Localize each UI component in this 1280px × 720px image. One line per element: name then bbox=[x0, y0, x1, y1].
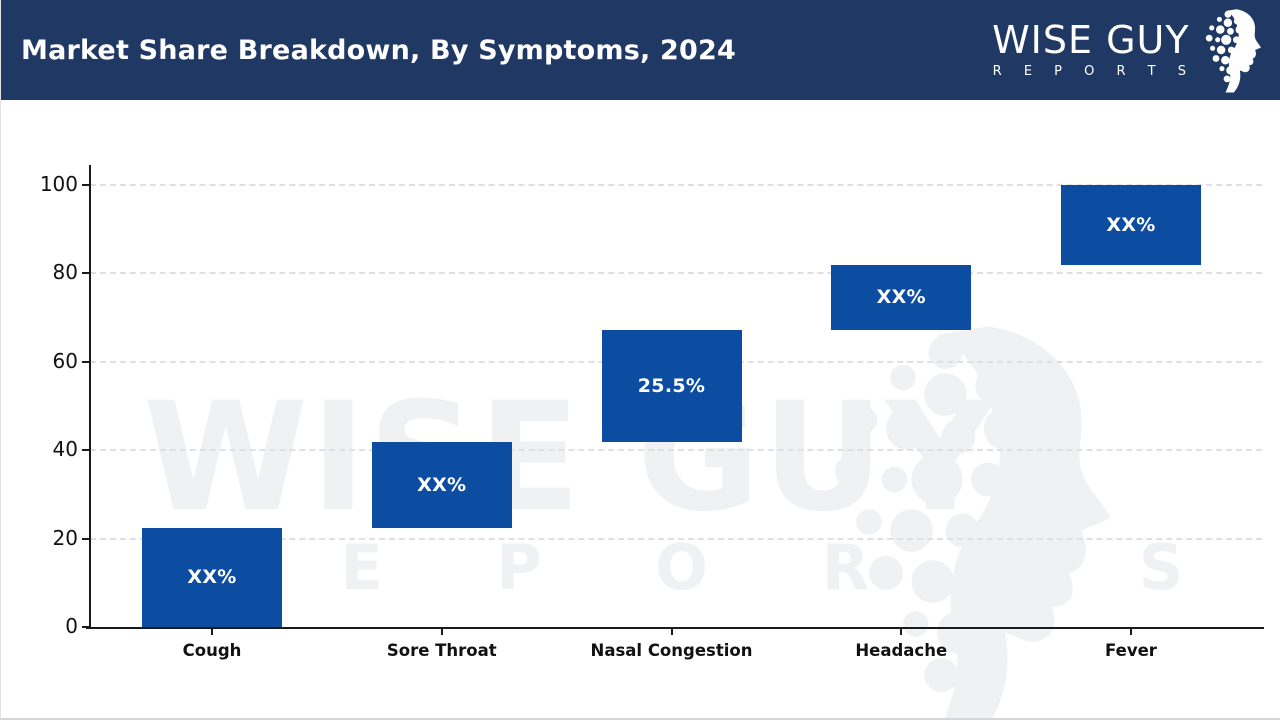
ytick-label-0: 0 bbox=[65, 614, 78, 638]
gridline-20 bbox=[90, 537, 1262, 540]
xtick-mark-4 bbox=[900, 629, 903, 635]
ytick-mark-40 bbox=[82, 449, 90, 452]
y-axis bbox=[89, 165, 91, 627]
bar-fever: XX% bbox=[1061, 185, 1201, 265]
category-label-3: Nasal Congestion bbox=[590, 641, 753, 660]
ytick-label-20: 20 bbox=[52, 525, 78, 550]
bar-value-label: 25.5% bbox=[637, 374, 706, 397]
xtick-mark-3 bbox=[670, 629, 673, 635]
bar-headache: XX% bbox=[831, 265, 972, 330]
bar-nasal-congestion: 25.5% bbox=[601, 329, 742, 443]
page-title: Market Share Breakdown, By Symptoms, 202… bbox=[21, 34, 736, 66]
ytick-label-100: 100 bbox=[39, 172, 78, 196]
bar-value-label: XX% bbox=[417, 474, 467, 497]
ytick-mark-80 bbox=[82, 272, 90, 275]
bar-sore-throat: XX% bbox=[371, 442, 512, 528]
gridline-40 bbox=[90, 449, 1262, 452]
ytick-label-60: 60 bbox=[52, 348, 78, 373]
bar-value-label: XX% bbox=[187, 566, 237, 589]
ytick-label-40: 40 bbox=[52, 437, 78, 462]
logo-reports-text: R E P O R T S bbox=[992, 64, 1195, 79]
logo-wiseguy-text: WISE GUY bbox=[992, 18, 1190, 62]
wiseguy-logo: WISE GUY R E P O R T S bbox=[987, 6, 1267, 94]
category-label-1: Cough bbox=[182, 641, 242, 660]
category-label-2: Sore Throat bbox=[386, 641, 497, 660]
xtick-mark-5 bbox=[1130, 629, 1132, 635]
bar-cough: XX% bbox=[142, 527, 282, 627]
bar-value-label: XX% bbox=[1106, 214, 1156, 236]
gridline-80 bbox=[90, 272, 1262, 275]
waterfall-chart: WISE GUY R E P O R T S 0 20 40 60 80 100 XX% Co… bbox=[1, 100, 1280, 718]
ytick-mark-60 bbox=[82, 360, 90, 363]
ytick-mark-20 bbox=[82, 537, 90, 540]
category-label-5: Fever bbox=[1105, 641, 1157, 660]
ytick-label-80: 80 bbox=[52, 260, 78, 285]
ytick-mark-100 bbox=[82, 184, 90, 186]
bar-value-label: XX% bbox=[876, 286, 926, 309]
header-bar: Market Share Breakdown, By Symptoms, 202… bbox=[1, 0, 1280, 100]
wiseguy-head-icon bbox=[1205, 9, 1262, 93]
xtick-mark-1 bbox=[211, 629, 213, 635]
x-axis bbox=[86, 627, 1264, 629]
logo-text: WISE GUY R E P O R T S bbox=[987, 21, 1195, 79]
gridline-100 bbox=[90, 184, 1262, 186]
xtick-mark-2 bbox=[440, 629, 443, 635]
category-label-4: Headache bbox=[855, 641, 948, 660]
